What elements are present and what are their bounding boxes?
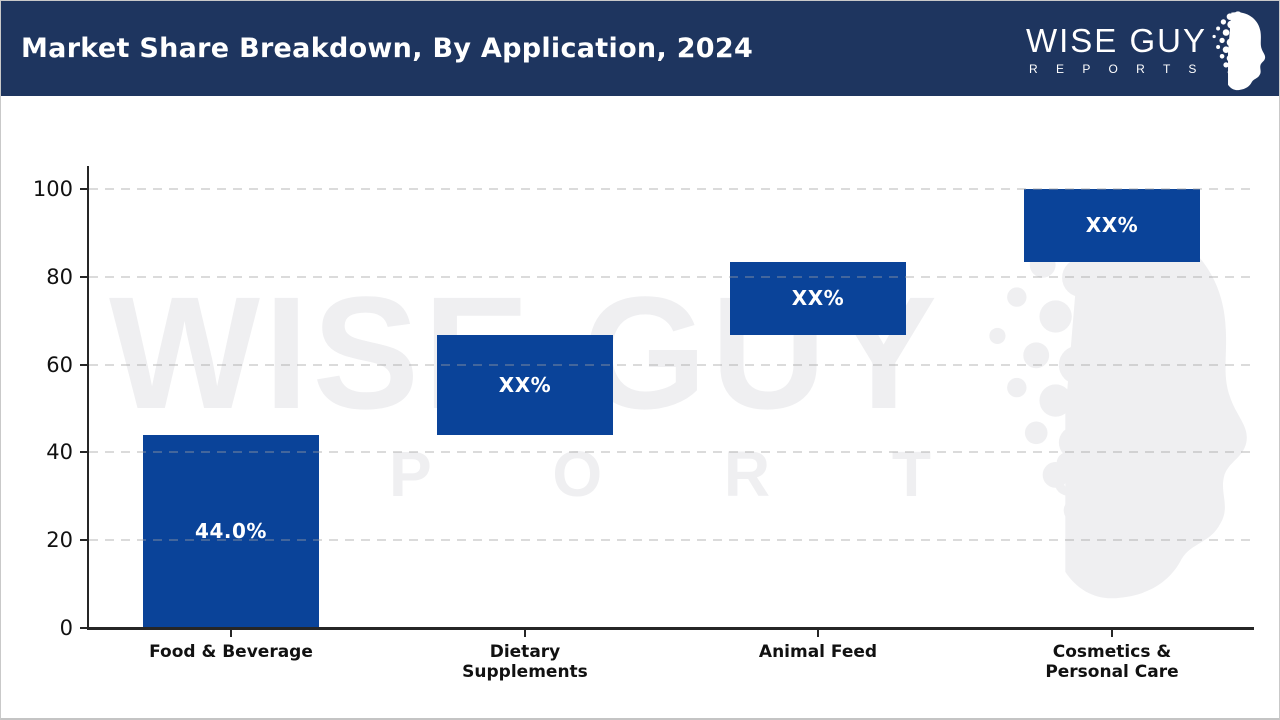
x-tick-mark (524, 630, 526, 637)
y-axis-line (87, 166, 89, 629)
y-tick-label: 60 (46, 352, 73, 377)
x-axis-label-line: Food & Beverage (149, 642, 313, 662)
logo-text: WISE GUY R E P O R T S (1026, 23, 1207, 77)
page-title: Market Share Breakdown, By Application, … (21, 33, 754, 64)
watermark-subtitle: P O R T S (389, 438, 1148, 510)
bar-value-label: XX% (498, 372, 552, 397)
x-tick-mark (817, 630, 819, 637)
y-tick-label: 100 (32, 177, 73, 201)
y-tick-mark (80, 539, 89, 542)
x-axis-label-line: Personal Care (1045, 662, 1179, 682)
x-tick-mark (1111, 630, 1113, 637)
bar: 44.0% (143, 434, 319, 628)
y-tick-mark (80, 363, 89, 366)
bar-value-label: XX% (791, 286, 845, 311)
x-axis-label-line: Supplements (462, 662, 588, 682)
x-axis-label-line: Dietary (489, 642, 561, 662)
y-tick-mark (80, 275, 89, 278)
y-tick-label: 0 (59, 616, 73, 640)
wiseguy-logo: WISE GUY R E P O R T S (1017, 7, 1269, 91)
bar: XX% (1024, 189, 1200, 262)
x-axis-label-line: Cosmetics & (1052, 642, 1172, 662)
bar-value-label: XX% (1085, 213, 1139, 238)
y-tick-mark (80, 627, 89, 629)
x-axis-label: Dietary Supplements (415, 642, 635, 682)
x-axis-label: Cosmetics & Personal Care (1002, 642, 1222, 682)
y-tick-label: 40 (46, 440, 73, 465)
wiseguy-face-icon (1193, 11, 1267, 95)
x-axis-label: Food & Beverage (121, 642, 341, 662)
bar-value-label: 44.0% (195, 519, 267, 544)
x-axis-label-line: Animal Feed (758, 642, 878, 662)
x-tick-mark (230, 630, 232, 637)
logo-subtitle: R E P O R T S (1029, 62, 1204, 76)
y-tick-mark (80, 188, 89, 190)
x-axis-label: Animal Feed (708, 642, 928, 662)
logo-wordmark: WISE GUY (1025, 22, 1207, 59)
bar: XX% (437, 334, 613, 435)
x-axis-line (87, 627, 1254, 630)
bar: XX% (730, 261, 906, 335)
y-tick-mark (80, 451, 89, 454)
header: Market Share Breakdown, By Application, … (1, 1, 1279, 96)
y-tick-label: 80 (46, 264, 73, 289)
y-tick-label: 20 (46, 528, 73, 553)
